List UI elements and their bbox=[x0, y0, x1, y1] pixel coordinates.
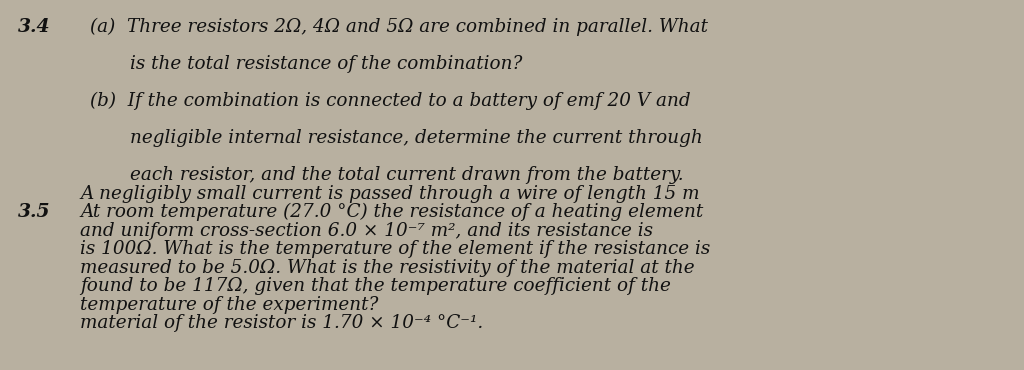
Text: is 100Ω. What is the temperature of the element if the resistance is: is 100Ω. What is the temperature of the … bbox=[80, 240, 711, 258]
Text: measured to be 5.0Ω. What is the resistivity of the material at the: measured to be 5.0Ω. What is the resisti… bbox=[80, 259, 694, 277]
Text: negligible internal resistance, determine the current through: negligible internal resistance, determin… bbox=[130, 129, 702, 147]
Text: found to be 117Ω, given that the temperature coefficient of the: found to be 117Ω, given that the tempera… bbox=[80, 277, 671, 295]
Text: is the total resistance of the combination?: is the total resistance of the combinati… bbox=[130, 55, 522, 73]
Text: 3.4: 3.4 bbox=[18, 18, 50, 36]
Text: each resistor, and the total current drawn from the battery.: each resistor, and the total current dra… bbox=[130, 166, 684, 184]
Text: temperature of the experiment?: temperature of the experiment? bbox=[80, 296, 379, 314]
Text: (b)  If the combination is connected to a battery of emf 20 V and: (b) If the combination is connected to a… bbox=[90, 92, 690, 110]
Text: 3.5: 3.5 bbox=[18, 203, 50, 221]
Text: (a)  Three resistors 2Ω, 4Ω and 5Ω are combined in parallel. What: (a) Three resistors 2Ω, 4Ω and 5Ω are co… bbox=[90, 18, 708, 36]
Text: material of the resistor is 1.70 × 10⁻⁴ °C⁻¹.: material of the resistor is 1.70 × 10⁻⁴ … bbox=[80, 314, 483, 332]
Text: A negligibly small current is passed through a wire of length 15 m: A negligibly small current is passed thr… bbox=[80, 185, 699, 203]
Text: and uniform cross-section 6.0 × 10⁻⁷ m², and its resistance is: and uniform cross-section 6.0 × 10⁻⁷ m²,… bbox=[80, 222, 653, 240]
Text: At room temperature (27.0 °C) the resistance of a heating element: At room temperature (27.0 °C) the resist… bbox=[80, 203, 703, 221]
